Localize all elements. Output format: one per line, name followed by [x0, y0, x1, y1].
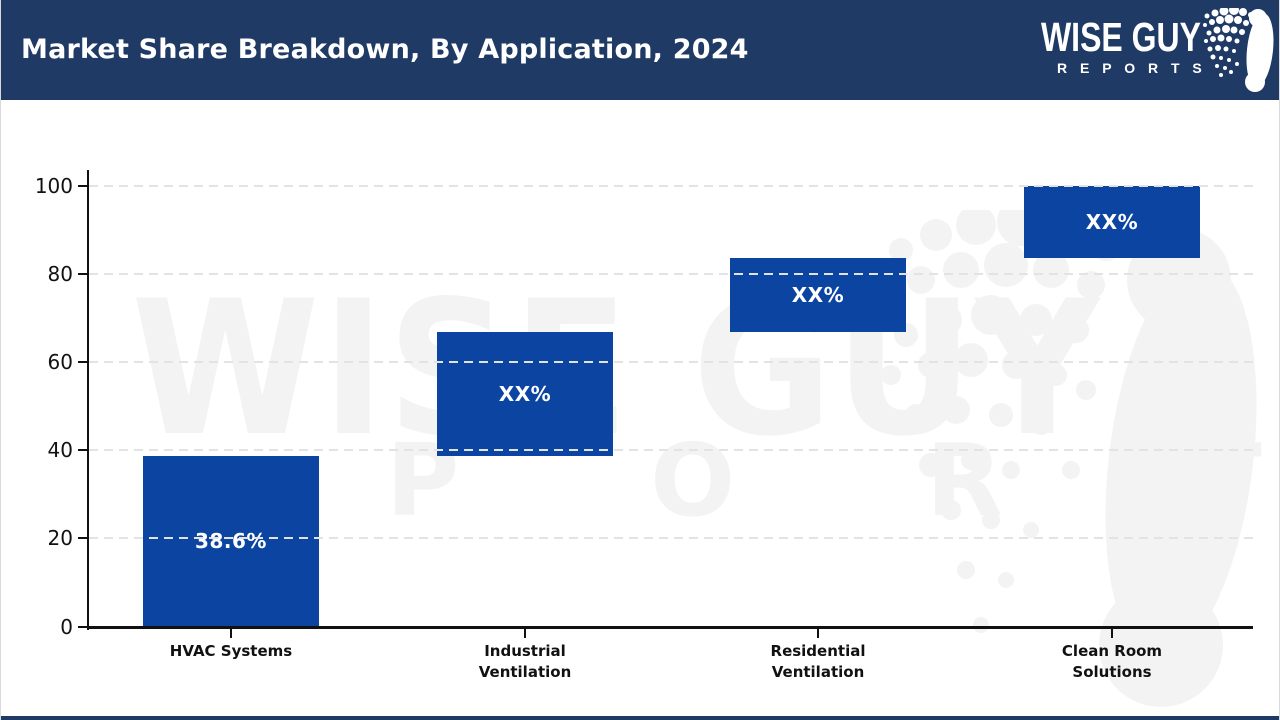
- x-tick-3: [1111, 629, 1113, 638]
- bar-clean-room-solutions: XX%: [1024, 186, 1200, 259]
- y-tick-label-60: 60: [47, 349, 73, 374]
- page-title: Market Share Breakdown, By Application, …: [21, 34, 749, 65]
- x-label-3: Clean Room Solutions: [1002, 641, 1222, 683]
- x-axis-line: [87, 626, 1253, 629]
- bar-industrial-ventilation: XX%: [437, 331, 613, 457]
- x-label-2: Residential Ventilation: [708, 641, 928, 683]
- y-tick-0: [78, 625, 87, 628]
- gridline-60: [89, 360, 1253, 363]
- y-tick-20: [78, 537, 87, 540]
- bar-value-label: XX%: [791, 283, 845, 308]
- y-tick-label-0: 0: [60, 614, 73, 639]
- x-label-line: Ventilation: [478, 662, 572, 681]
- x-tick-2: [817, 629, 819, 638]
- x-tick-0: [230, 629, 232, 638]
- y-axis-line: [87, 170, 89, 630]
- x-label-line: Ventilation: [771, 662, 865, 681]
- y-tick-60: [78, 360, 87, 363]
- brand-subtitle: R E P O R T S: [1057, 60, 1207, 76]
- header: Market Share Breakdown, By Application, …: [1, 0, 1279, 100]
- y-tick-label-100: 100: [34, 173, 73, 198]
- x-label-line: Residential: [770, 641, 866, 660]
- y-tick-label-80: 80: [47, 261, 73, 286]
- brand-logo: WISE GUY R E P O R T S: [1041, 16, 1221, 76]
- y-tick-40: [78, 449, 87, 452]
- y-tick-100: [78, 184, 87, 187]
- x-label-line: Solutions: [1072, 662, 1152, 681]
- gridline-20: [89, 537, 1253, 540]
- gridline-100: [89, 184, 1253, 187]
- x-label-1: Industrial Ventilation: [415, 641, 635, 683]
- x-label-line: Industrial: [484, 641, 566, 660]
- brand-name: WISE GUY: [1041, 14, 1201, 60]
- bottom-bar: [1, 716, 1279, 720]
- face-dots-icon: [1203, 8, 1274, 92]
- y-tick-80: [78, 272, 87, 275]
- gridline-40: [89, 449, 1253, 452]
- bar-residential-ventilation: XX%: [730, 258, 906, 332]
- y-tick-label-20: 20: [47, 526, 73, 551]
- bar-value-label: XX%: [1085, 210, 1139, 235]
- bar-value-label: XX%: [498, 382, 552, 407]
- x-tick-1: [524, 629, 526, 638]
- x-label-line: HVAC Systems: [169, 641, 293, 660]
- bar-hvac-systems: 38.6%: [143, 456, 319, 627]
- gridline-80: [89, 272, 1253, 275]
- y-tick-label-40: 40: [47, 438, 73, 463]
- bar-value-label: 38.6%: [195, 529, 267, 554]
- x-label-line: Clean Room: [1061, 641, 1163, 660]
- x-label-0: HVAC Systems: [121, 641, 341, 662]
